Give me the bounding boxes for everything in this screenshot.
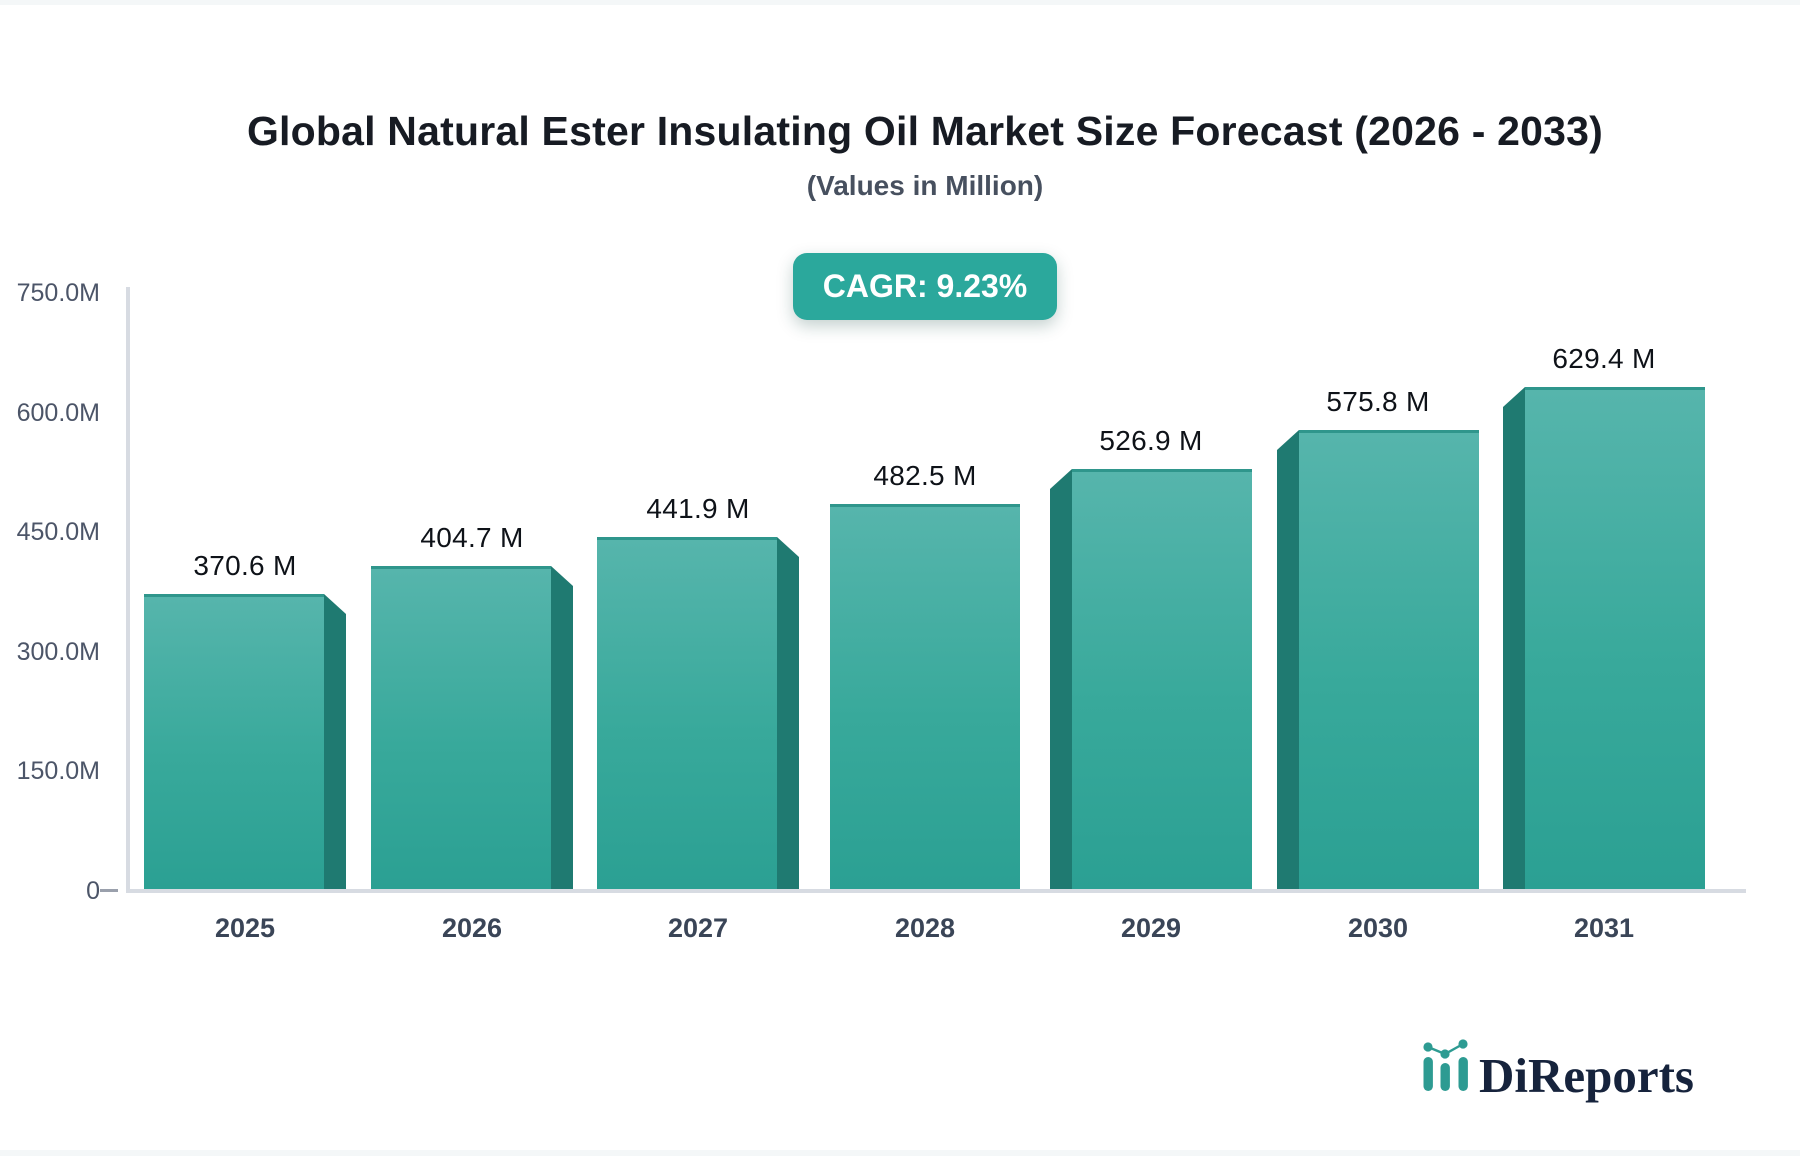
bar-2030 bbox=[1299, 430, 1479, 889]
bar-2031 bbox=[1525, 387, 1705, 889]
bar-2026 bbox=[371, 566, 551, 889]
y-axis-tick-label: 150.0M bbox=[16, 757, 100, 786]
x-axis-label-2030: 2030 bbox=[1347, 913, 1409, 943]
bar-value-label: 575.8 M bbox=[1326, 386, 1430, 417]
logo-bar-line-chart-icon bbox=[1423, 1039, 1468, 1091]
x-axis-line bbox=[126, 889, 1746, 893]
bottom-edge-divider bbox=[0, 1150, 1800, 1156]
y-axis-tick-label: 600.0M bbox=[16, 398, 100, 427]
bar-value-label: 629.4 M bbox=[1552, 343, 1656, 374]
logo-text: DiReports bbox=[1478, 1048, 1694, 1103]
bar-side-shadow bbox=[777, 537, 799, 889]
bar-2029 bbox=[1072, 469, 1252, 889]
x-axis-label-2028: 2028 bbox=[894, 913, 956, 943]
x-axis-label-2029: 2029 bbox=[1120, 913, 1182, 943]
page-title: Global Natural Ester Insulating Oil Mark… bbox=[246, 108, 1604, 154]
bar-value-label: 526.9 M bbox=[1099, 425, 1203, 456]
bar-value-label: 370.6 M bbox=[193, 550, 297, 581]
bar-value-label: 441.9 M bbox=[646, 493, 750, 524]
bar-side-shadow bbox=[1503, 387, 1525, 889]
bar-2028 bbox=[830, 504, 1020, 889]
bar-side-shadow bbox=[551, 566, 573, 889]
top-edge-divider bbox=[0, 0, 1800, 5]
x-axis-label-2031: 2031 bbox=[1573, 913, 1635, 943]
bar-side-shadow bbox=[1277, 430, 1299, 889]
plot-area: 750.0M 600.0M 450.0M 300.0M 150.0M 0 370.6 M 20… bbox=[17, 279, 1746, 943]
x-axis-label-2026: 2026 bbox=[441, 913, 503, 943]
y-axis-tick-label: 0 bbox=[86, 877, 100, 905]
bar-value-label: 482.5 M bbox=[873, 460, 977, 491]
bar-value-label: 404.7 M bbox=[420, 522, 524, 553]
chart-subtitle: (Values in Million) bbox=[806, 170, 1044, 201]
y-axis-tick-label: 300.0M bbox=[16, 637, 100, 666]
bar-side-shadow bbox=[324, 594, 346, 889]
x-axis-label-2027: 2027 bbox=[667, 913, 729, 943]
y-axis-tick-label: 750.0M bbox=[16, 279, 100, 307]
y-axis-line bbox=[126, 287, 130, 893]
direports-logo: DiReports bbox=[1423, 1035, 1694, 1100]
y-axis-tick-label: 450.0M bbox=[16, 518, 100, 547]
bar-side-shadow bbox=[1050, 469, 1072, 889]
x-axis-label-2025: 2025 bbox=[214, 913, 276, 943]
zero-tick-mark bbox=[100, 889, 118, 892]
bar-2027 bbox=[597, 537, 777, 889]
bar-2025 bbox=[144, 594, 324, 889]
